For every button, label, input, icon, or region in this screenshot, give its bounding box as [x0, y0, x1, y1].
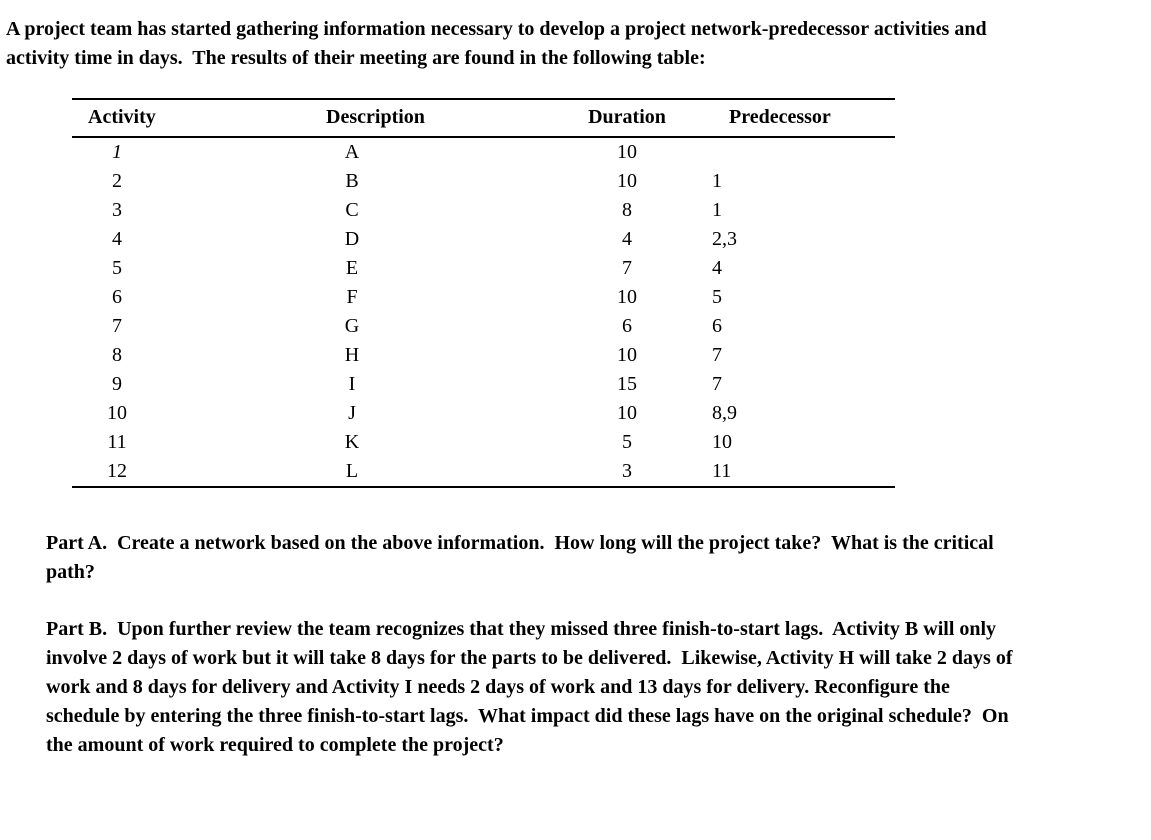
activity-cell: 4 — [112, 228, 122, 250]
activity-cell: 11 — [107, 431, 127, 453]
description-cell: F — [346, 286, 358, 308]
table-row: 6 F 10 5 — [72, 283, 895, 312]
activity-table: Activity Description Duration Predecesso… — [72, 98, 895, 488]
description-cell: E — [345, 257, 359, 279]
duration-cell: 4 — [622, 228, 632, 250]
table-row: 4 D 4 2,3 — [72, 225, 895, 254]
duration-cell: 10 — [617, 402, 637, 424]
activity-cell: 12 — [107, 460, 127, 482]
duration-cell: 10 — [617, 286, 637, 308]
predecessor-cell: 7 — [712, 373, 722, 395]
activity-cell: 1 — [112, 141, 122, 163]
duration-cell: 15 — [617, 373, 637, 395]
activity-cell: 2 — [112, 170, 122, 192]
predecessor-cell: 10 — [712, 431, 732, 453]
table-row: 11 K 5 10 — [72, 428, 895, 457]
part-b-paragraph: Part B. Upon further review the team rec… — [46, 618, 1018, 756]
duration-cell: 3 — [622, 460, 632, 482]
predecessor-cell: 7 — [712, 344, 722, 366]
table-row: 9 I 15 7 — [72, 370, 895, 399]
description-column-header: Description — [162, 99, 542, 138]
activity-cell: 3 — [112, 199, 122, 221]
activity-cell: 7 — [112, 315, 122, 337]
activity-table-header: Activity Description Duration Predecesso… — [72, 99, 895, 138]
description-cell: L — [345, 460, 359, 482]
table-row: 3 C 8 1 — [72, 196, 895, 225]
intro-paragraph: A project team has started gathering inf… — [6, 18, 992, 69]
predecessor-cell — [712, 137, 895, 167]
table-row: 12 L 3 11 — [72, 457, 895, 487]
description-cell: A — [344, 141, 360, 163]
description-cell: B — [345, 170, 359, 192]
activity-cell: 10 — [107, 402, 127, 424]
table-row: 5 E 7 4 — [72, 254, 895, 283]
description-cell: H — [344, 344, 360, 366]
header-row: Activity Description Duration Predecesso… — [72, 99, 895, 138]
predecessor-cell: 6 — [712, 315, 722, 337]
duration-column-header: Duration — [542, 99, 712, 138]
table-row: 7 G 6 6 — [72, 312, 895, 341]
description-cell: J — [348, 402, 356, 424]
predecessor-cell: 1 — [712, 170, 722, 192]
duration-cell: 10 — [617, 344, 637, 366]
activity-cell: 6 — [112, 286, 122, 308]
part-a-paragraph: Part A. Create a network based on the ab… — [46, 532, 999, 583]
activity-cell: 5 — [112, 257, 122, 279]
duration-cell: 10 — [617, 170, 637, 192]
table-row: 10 J 10 8,9 — [72, 399, 895, 428]
table-row: 2 B 10 1 — [72, 167, 895, 196]
predecessor-cell: 2,3 — [712, 228, 737, 250]
table-row: 1 A 10 — [72, 137, 895, 167]
duration-cell: 5 — [622, 431, 632, 453]
duration-cell: 10 — [617, 141, 637, 163]
activity-cell: 9 — [112, 373, 122, 395]
description-cell: K — [344, 431, 360, 453]
duration-cell: 8 — [622, 199, 632, 221]
predecessor-cell: 4 — [712, 257, 722, 279]
activity-table-body: 1 A 10 2 B 10 1 3 C 8 1 4 D 4 2,3 — [72, 137, 895, 487]
predecessor-column-header: Predecessor — [712, 99, 895, 138]
description-cell: G — [344, 315, 360, 337]
description-cell: I — [348, 373, 356, 395]
predecessor-cell: 5 — [712, 286, 722, 308]
duration-cell: 7 — [622, 257, 632, 279]
predecessor-cell: 1 — [712, 199, 722, 221]
activity-column-header: Activity — [72, 99, 162, 138]
predecessor-cell: 8,9 — [712, 402, 737, 424]
activity-cell: 8 — [112, 344, 122, 366]
description-cell: C — [345, 199, 359, 221]
predecessor-cell: 11 — [712, 460, 732, 482]
duration-cell: 6 — [622, 315, 632, 337]
description-cell: D — [344, 228, 360, 250]
table-row: 8 H 10 7 — [72, 341, 895, 370]
